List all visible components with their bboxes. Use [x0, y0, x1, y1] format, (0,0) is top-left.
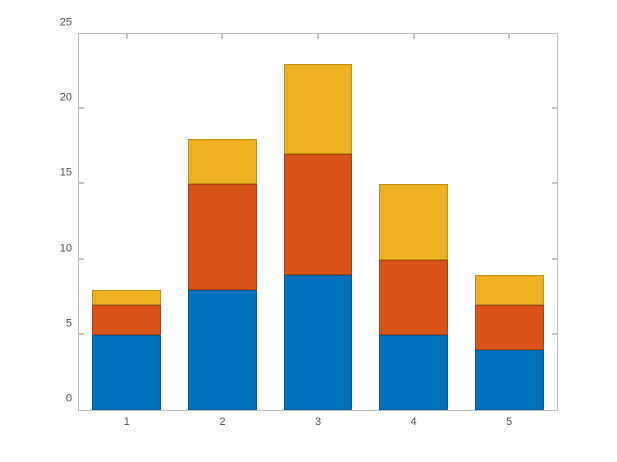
y-axis-tick-mark [552, 333, 557, 335]
bar-segment[interactable] [283, 64, 353, 155]
y-axis-tick-mark [79, 333, 84, 335]
bar-segment[interactable] [92, 334, 162, 410]
stacked-bar[interactable] [474, 34, 544, 410]
y-axis-tick-mark [552, 182, 557, 184]
stacked-bar[interactable] [187, 34, 257, 410]
chart-axes-box: 0 5 10 15 20 25 1 2 3 4 5 [60, 17, 558, 428]
x-axis-tick-mark [126, 34, 128, 39]
bar-segment[interactable] [474, 349, 544, 410]
bar-segment[interactable] [474, 304, 544, 350]
bar-segment[interactable] [187, 289, 257, 410]
bar-segment[interactable] [92, 304, 162, 335]
bar-segment[interactable] [379, 259, 448, 335]
x-axis-tick-label: 5 [506, 416, 513, 428]
bar-segment[interactable] [92, 289, 162, 305]
y-axis-tick-mark [79, 258, 84, 260]
x-axis-tick-label: 3 [314, 416, 322, 428]
y-axis-tick-mark [552, 258, 557, 260]
y-axis-tick-label: 20 [59, 91, 72, 104]
x-axis-tick-mark [508, 34, 510, 39]
y-axis-tick-mark [79, 107, 84, 109]
plot-area: 0 5 10 15 20 25 1 2 3 4 5 [60, 17, 557, 428]
y-axis-tick-label: 5 [65, 317, 72, 330]
bar-segment[interactable] [379, 334, 448, 410]
x-axis-tick-mark [221, 34, 223, 39]
stacked-bar[interactable] [283, 34, 353, 410]
bar-segment[interactable] [187, 139, 257, 185]
y-axis-tick-label: 25 [59, 16, 72, 29]
x-axis-tick-mark [413, 34, 415, 39]
bar-segment[interactable] [474, 274, 544, 305]
x-axis-tick-label: 1 [123, 416, 130, 428]
bar-segment[interactable] [187, 184, 257, 290]
y-axis-tick-label: 10 [59, 242, 72, 255]
y-axis-tick-label: 15 [59, 166, 72, 179]
x-axis-tick-mark [317, 34, 319, 39]
stacked-bar[interactable] [92, 34, 162, 410]
y-axis-tick-mark [79, 182, 84, 184]
y-axis-tick-label: 0 [65, 392, 72, 405]
bar-segment[interactable] [379, 184, 448, 260]
y-axis-tick-mark [552, 107, 557, 109]
x-axis-tick-label: 4 [410, 416, 417, 428]
x-axis-tick-label: 2 [219, 416, 226, 428]
stacked-bar[interactable] [379, 34, 448, 410]
bar-segment[interactable] [283, 154, 353, 275]
bar-segment[interactable] [283, 274, 353, 410]
